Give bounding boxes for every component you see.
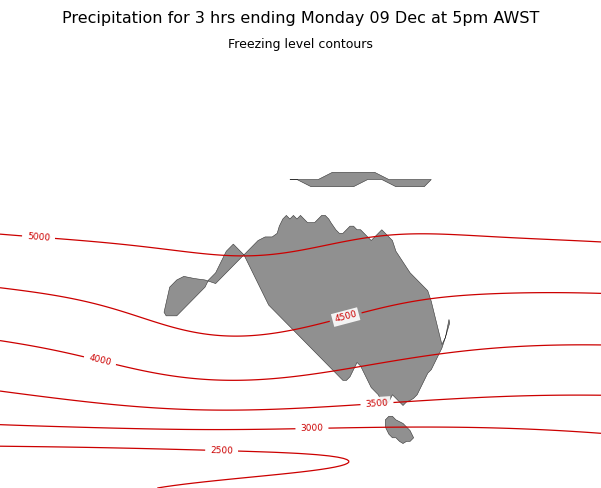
- Text: Precipitation for 3 hrs ending Monday 09 Dec at 5pm AWST: Precipitation for 3 hrs ending Monday 09…: [62, 11, 539, 26]
- Polygon shape: [164, 215, 450, 406]
- Text: Freezing level contours: Freezing level contours: [228, 39, 373, 51]
- Text: 4500: 4500: [334, 310, 358, 325]
- Text: 4000: 4000: [88, 354, 112, 368]
- Polygon shape: [385, 416, 413, 444]
- Text: 2500: 2500: [210, 446, 233, 455]
- Text: 3500: 3500: [365, 398, 389, 409]
- Text: 3000: 3000: [300, 424, 323, 433]
- Text: 5000: 5000: [26, 232, 50, 243]
- Polygon shape: [290, 172, 432, 187]
